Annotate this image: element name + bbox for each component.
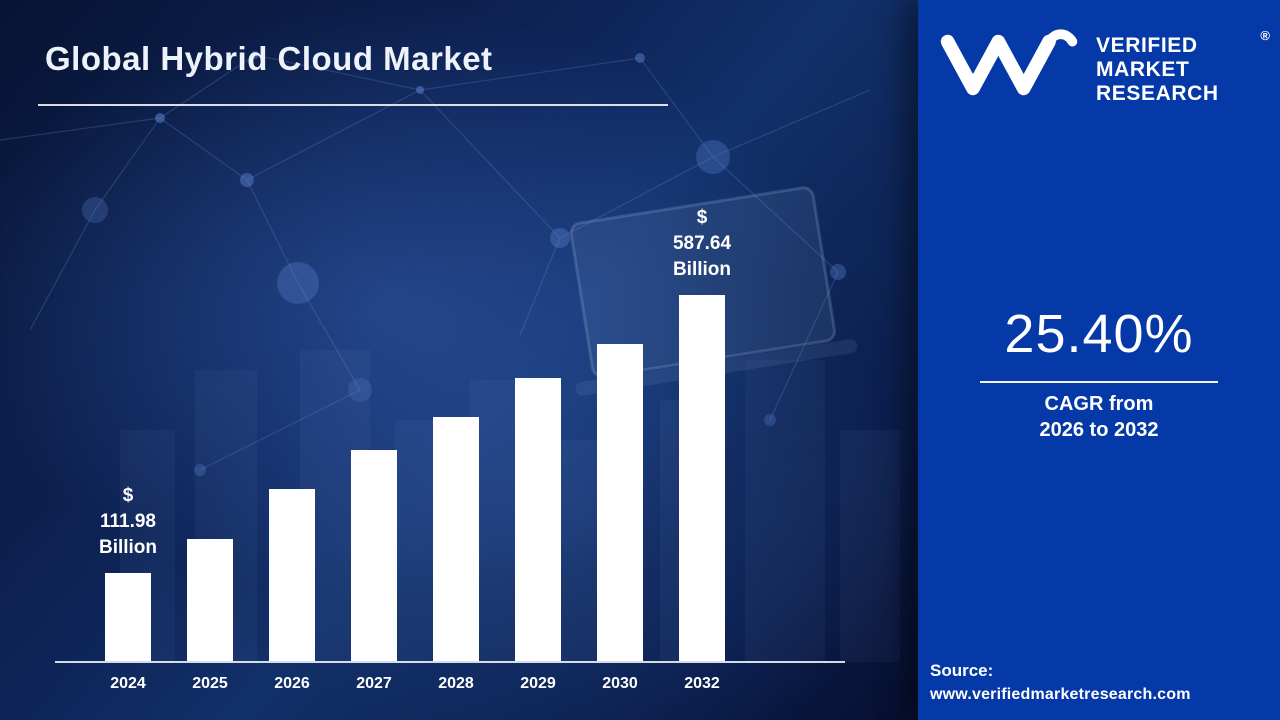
bar-column-2026: 2026 xyxy=(269,489,315,692)
cagr-divider xyxy=(980,381,1218,383)
title-underline xyxy=(38,104,668,106)
bar-column-2030: 2030 xyxy=(597,344,643,692)
bar-value-label-2024: $ 111.98 Billion xyxy=(98,485,158,558)
bar-value-label-2032: $ 587.64 Billion xyxy=(672,207,732,280)
bar-2026 xyxy=(269,489,315,661)
bar-column-2032: $ 587.64 Billion 2032 xyxy=(673,207,731,692)
registered-trademark-icon: ® xyxy=(1260,28,1270,43)
bar-column-2028: 2028 xyxy=(433,417,479,692)
bar-2025 xyxy=(187,539,233,661)
x-axis-label-2027: 2027 xyxy=(356,675,392,692)
bar-chart: $ 111.98 Billion 2024 2025 2026 2027 2028 2029… xyxy=(55,207,845,692)
cagr-value: 25.40% xyxy=(1004,304,1194,364)
chart-section: Global Hybrid Cloud Market $ 111.98 Bill… xyxy=(0,0,918,720)
brand-name: VERIFIED MARKET RESEARCH xyxy=(1096,34,1219,106)
bar-2027 xyxy=(351,450,397,661)
x-axis-label-2029: 2029 xyxy=(520,675,556,692)
page-title: Global Hybrid Cloud Market xyxy=(45,40,493,77)
source-url-link[interactable]: www.verifiedmarketresearch.com xyxy=(930,686,1191,703)
brand-line-3: RESEARCH xyxy=(1096,82,1219,105)
bar-column-2027: 2027 xyxy=(351,450,397,692)
bar-column-2024: $ 111.98 Billion 2024 xyxy=(99,485,157,692)
brand-logo: VERIFIED MARKET RESEARCH ® xyxy=(936,26,1270,106)
source-block: Source: www.verifiedmarketresearch.com xyxy=(930,661,1272,704)
bar-column-2029: 2029 xyxy=(515,378,561,692)
vmr-monogram-icon xyxy=(940,29,1078,96)
x-axis-label-2024: 2024 xyxy=(110,675,146,692)
bar-2032 xyxy=(679,295,725,661)
x-axis-label-2032: 2032 xyxy=(684,675,720,692)
bar-2024 xyxy=(105,573,151,661)
bar-2030 xyxy=(597,344,643,661)
x-axis-label-2028: 2028 xyxy=(438,675,474,692)
source-label: Source: xyxy=(930,661,994,680)
cagr-caption-line-1: CAGR from xyxy=(1044,393,1154,415)
cagr-caption: CAGR from 2026 to 2032 xyxy=(918,391,1280,443)
brand-line-2: MARKET xyxy=(1096,58,1190,81)
bar-2028 xyxy=(433,417,479,661)
brand-line-1: VERIFIED xyxy=(1096,34,1198,57)
bar-column-2025: 2025 xyxy=(187,539,233,692)
bar-2029 xyxy=(515,378,561,661)
side-panel: VERIFIED MARKET RESEARCH ® 25.40% CAGR f… xyxy=(918,0,1280,720)
cagr-caption-line-2: 2026 to 2032 xyxy=(1039,419,1159,441)
x-axis-label-2026: 2026 xyxy=(274,675,310,692)
x-axis-label-2030: 2030 xyxy=(602,675,638,692)
x-axis-label-2025: 2025 xyxy=(192,675,228,692)
